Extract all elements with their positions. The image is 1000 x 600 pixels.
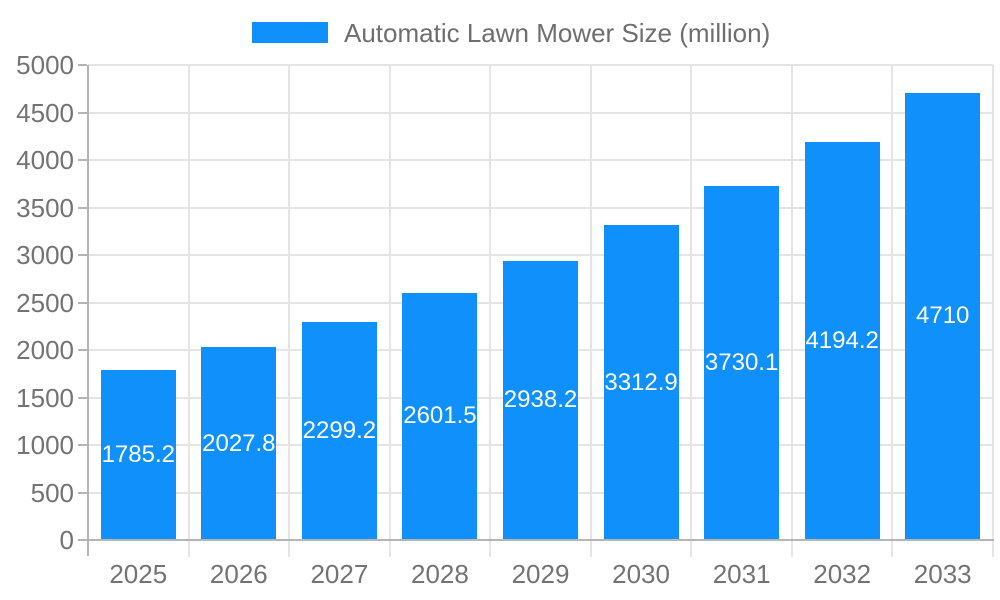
y-axis-tick-label: 5000 — [16, 50, 74, 80]
y-axis-tick-label: 1000 — [16, 430, 74, 460]
y-axis-tick — [78, 64, 87, 66]
bar[interactable] — [301, 321, 377, 540]
gridline-horizontal — [88, 159, 993, 161]
y-axis-line — [87, 65, 89, 556]
bar[interactable] — [704, 185, 780, 540]
y-axis-tick — [78, 491, 87, 494]
y-axis-tick-label: 4500 — [16, 97, 74, 128]
legend-item[interactable]: Automatic Lawn Mower Size (million) — [0, 0, 1000, 55]
y-axis-tick — [78, 396, 87, 399]
y-axis-tick — [78, 349, 87, 351]
x-axis-tick-label: 2029 — [511, 559, 570, 589]
bar[interactable] — [402, 292, 478, 540]
x-axis-tick-label: 2031 — [712, 559, 771, 589]
bar[interactable] — [503, 260, 578, 540]
gridline-vertical — [690, 65, 693, 557]
y-axis-tick-label: 3500 — [16, 192, 74, 223]
bar[interactable] — [905, 92, 981, 540]
y-axis-tick-label: 2500 — [16, 287, 74, 318]
gridline-vertical — [288, 65, 291, 557]
y-axis-tick-label: 3000 — [16, 240, 74, 270]
y-axis-tick-label: 500 — [30, 477, 74, 508]
x-axis-tick-label: 2027 — [310, 559, 369, 589]
y-axis-tick — [78, 111, 87, 114]
y-axis-tick — [78, 159, 87, 161]
gridline-vertical — [891, 65, 894, 557]
gridline-vertical — [489, 65, 492, 557]
legend-label: Automatic Lawn Mower Size (million) — [344, 18, 771, 48]
x-axis-tick-label: 2033 — [913, 559, 972, 589]
y-axis-tick-label: 1500 — [16, 382, 74, 413]
gridline-vertical — [992, 65, 994, 557]
gridline-vertical — [187, 65, 190, 557]
legend-swatch — [252, 22, 328, 43]
gridline-horizontal — [88, 254, 993, 256]
x-axis-tick-label: 2030 — [612, 559, 670, 589]
x-axis-tick-label: 2026 — [209, 559, 268, 589]
bar[interactable] — [603, 225, 679, 540]
bar[interactable] — [100, 370, 176, 540]
gridline-vertical — [790, 65, 793, 557]
y-axis-tick — [78, 254, 87, 256]
y-axis-tick-label: 4000 — [16, 145, 74, 175]
x-axis-line — [87, 539, 994, 541]
y-axis-tick — [78, 301, 87, 304]
x-axis-tick-label: 2032 — [813, 559, 872, 589]
gridline-vertical — [589, 65, 592, 557]
bar[interactable] — [804, 141, 880, 540]
y-axis-tick — [78, 539, 87, 541]
gridline-horizontal — [88, 64, 993, 66]
bar[interactable] — [201, 347, 277, 540]
y-axis-tick — [78, 206, 87, 209]
gridline-horizontal — [88, 206, 993, 209]
gridline-horizontal — [88, 111, 993, 114]
y-axis-tick — [78, 444, 87, 446]
x-axis-tick-label: 2025 — [109, 559, 168, 589]
gridline-vertical — [388, 65, 391, 557]
y-axis-tick-label: 2000 — [16, 335, 74, 365]
y-axis-tick-label: 0 — [59, 525, 74, 555]
x-axis-tick-label: 2028 — [411, 559, 469, 589]
